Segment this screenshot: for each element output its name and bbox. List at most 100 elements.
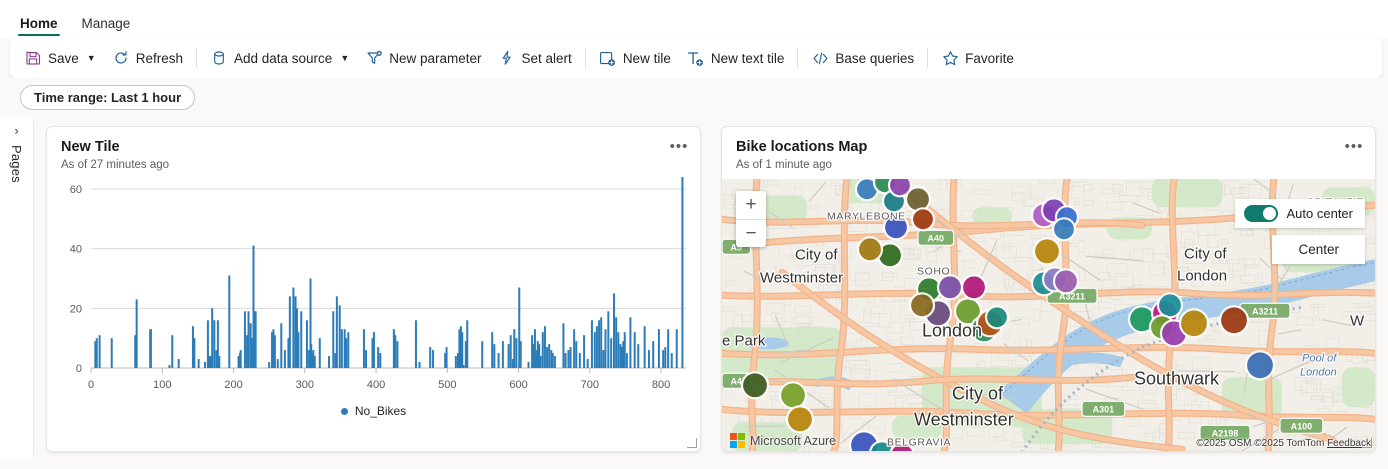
svg-text:500: 500 [438, 379, 456, 391]
chart-tile-header: New Tile As of 27 minutes ago [47, 127, 700, 173]
chevron-right-icon[interactable]: › [14, 123, 19, 138]
svg-text:London: London [1300, 367, 1337, 379]
save-button[interactable]: Save ▼ [16, 44, 104, 72]
svg-text:BELGRAVIA: BELGRAVIA [887, 437, 951, 449]
chart-legend: No_Bikes [53, 404, 694, 418]
map-feedback-link[interactable]: Feedback [1327, 438, 1371, 449]
svg-text:300: 300 [296, 379, 314, 391]
svg-text:A100: A100 [1291, 422, 1313, 432]
svg-text:200: 200 [224, 379, 242, 391]
svg-text:700: 700 [581, 379, 599, 391]
svg-text:60: 60 [70, 184, 82, 196]
chevron-down-icon[interactable]: ▼ [340, 53, 350, 63]
map-tile-header: Bike locations Map As of 1 minute ago [722, 127, 1375, 173]
tab-manage[interactable]: Manage [81, 16, 131, 31]
map-tile-resize-handle[interactable] [1362, 438, 1372, 448]
tile-add-icon [599, 49, 617, 67]
map-viewport[interactable]: A40 A5 A3211 A3211 A301 A2198 A100 A4 MARYLEBONE… [722, 179, 1375, 451]
azure-brand-label: Microsoft Azure [750, 433, 837, 448]
zoom-out-button[interactable]: − [736, 219, 766, 247]
new-tile-button[interactable]: New tile [591, 44, 679, 72]
svg-text:London: London [1177, 268, 1227, 285]
pages-label: Pages [9, 145, 24, 183]
map-attribution: ©2025 OSM ©2025 TomTom Feedback [1196, 438, 1371, 449]
base-queries-button[interactable]: Base queries [803, 44, 922, 72]
favorite-button[interactable]: Favorite [933, 44, 1022, 72]
set-alert-label: Set alert [521, 50, 572, 66]
center-button[interactable]: Center [1272, 235, 1365, 265]
auto-center-label: Auto center [1286, 206, 1354, 222]
svg-text:A5: A5 [730, 243, 742, 253]
add-data-source-label: Add data source [233, 50, 333, 66]
chart-tile-more-menu[interactable]: ••• [669, 138, 689, 155]
svg-text:MARYLEBONE: MARYLEBONE [827, 211, 906, 223]
svg-text:100: 100 [153, 379, 171, 391]
add-data-source-button[interactable]: Add data source ▼ [202, 44, 357, 72]
favorite-label: Favorite [965, 50, 1014, 66]
svg-text:A40: A40 [928, 234, 945, 244]
base-queries-label: Base queries [835, 50, 915, 66]
new-text-tile-label: New text tile [710, 50, 785, 66]
svg-text:SOHO: SOHO [917, 266, 950, 278]
new-parameter-label: New parameter [389, 50, 482, 66]
svg-text:e Park: e Park [722, 333, 766, 350]
filter-bar: Time range: Last 1 hour [0, 78, 1388, 116]
svg-text:600: 600 [509, 379, 527, 391]
svg-text:0: 0 [88, 379, 94, 391]
tab-home[interactable]: Home [10, 12, 68, 38]
toolbar-separator [195, 48, 197, 68]
chart-tile-subtitle: As of 27 minutes ago [61, 159, 170, 172]
svg-text:A2198: A2198 [1212, 429, 1239, 439]
map-tile-more-menu[interactable]: ••• [1344, 138, 1364, 155]
ribbon-tab-strip: Home Manage [0, 0, 1388, 38]
svg-text:Southwark: Southwark [1134, 369, 1220, 389]
svg-text:A3211: A3211 [1059, 292, 1085, 302]
filter-add-icon [365, 49, 383, 67]
svg-text:0: 0 [76, 363, 82, 375]
new-parameter-button[interactable]: New parameter [357, 44, 489, 72]
svg-text:W: W [1350, 313, 1365, 330]
time-range-pill[interactable]: Time range: Last 1 hour [20, 84, 196, 110]
map-zoom-controls: + − [736, 191, 766, 248]
command-bar: Save ▼ Refresh Add data source ▼ New par… [10, 38, 1382, 78]
svg-text:Westminster: Westminster [760, 270, 843, 287]
chevron-down-icon[interactable]: ▼ [86, 53, 96, 63]
svg-text:400: 400 [367, 379, 385, 391]
save-label: Save [48, 50, 79, 66]
chart-tile-resize-handle[interactable] [687, 438, 697, 448]
refresh-button[interactable]: Refresh [104, 44, 191, 72]
svg-text:800: 800 [652, 379, 670, 391]
new-text-tile-button[interactable]: New text tile [679, 44, 793, 72]
dashboard-body: › Pages New Tile As of 27 minutes ago ••… [0, 116, 1388, 460]
code-icon [811, 49, 829, 67]
svg-text:Westminster: Westminster [914, 410, 1014, 430]
legend-label-no-bikes: No_Bikes [354, 404, 407, 419]
azure-maps-brand: Microsoft Azure [730, 433, 836, 448]
tile-bike-locations-map[interactable]: Bike locations Map As of 1 minute ago ••… [721, 126, 1376, 452]
toggle-switch-icon[interactable] [1243, 205, 1278, 223]
database-icon [210, 49, 228, 67]
svg-text:40: 40 [70, 244, 82, 256]
toolbar-separator [797, 48, 799, 68]
text-add-icon [687, 49, 705, 67]
pages-panel-toggle[interactable]: › Pages [0, 116, 34, 460]
new-tile-label: New tile [622, 50, 671, 66]
svg-text:A301: A301 [1093, 405, 1115, 415]
svg-text:City of: City of [1184, 246, 1227, 263]
svg-text:20: 20 [70, 304, 82, 316]
microsoft-logo-icon [730, 433, 745, 448]
set-alert-button[interactable]: Set alert [490, 44, 580, 72]
toolbar-separator [927, 48, 929, 68]
svg-text:A4: A4 [730, 377, 742, 387]
map-tile-title: Bike locations Map [736, 139, 868, 155]
refresh-label: Refresh [135, 50, 183, 66]
star-icon [941, 49, 959, 67]
alert-bolt-icon [498, 49, 516, 67]
svg-text:London: London [922, 321, 982, 341]
svg-text:Pool of: Pool of [1302, 353, 1337, 365]
auto-center-toggle[interactable]: Auto center [1234, 199, 1365, 229]
zoom-in-button[interactable]: + [745, 194, 757, 216]
refresh-icon [112, 49, 130, 67]
tile-new-tile[interactable]: New Tile As of 27 minutes ago ••• 0 20 40 6… [46, 126, 701, 452]
